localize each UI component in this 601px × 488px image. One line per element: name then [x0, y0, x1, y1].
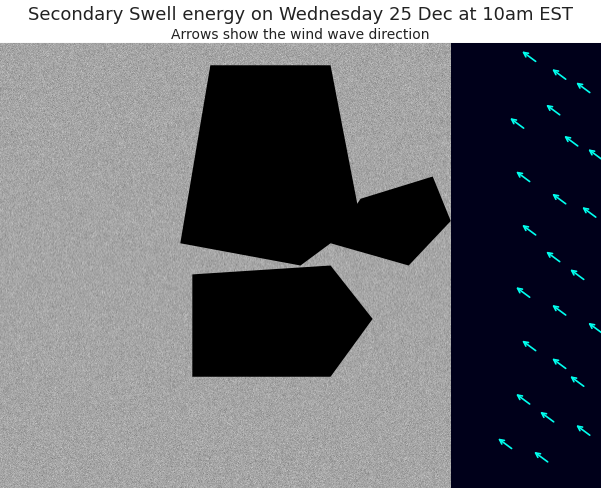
Polygon shape: [192, 266, 373, 377]
Text: Secondary Swell energy on Wednesday 25 Dec at 10am EST: Secondary Swell energy on Wednesday 25 D…: [28, 6, 573, 24]
Polygon shape: [180, 66, 361, 266]
Text: Arrows show the wind wave direction: Arrows show the wind wave direction: [171, 28, 430, 42]
Polygon shape: [331, 177, 451, 266]
Polygon shape: [451, 44, 601, 488]
